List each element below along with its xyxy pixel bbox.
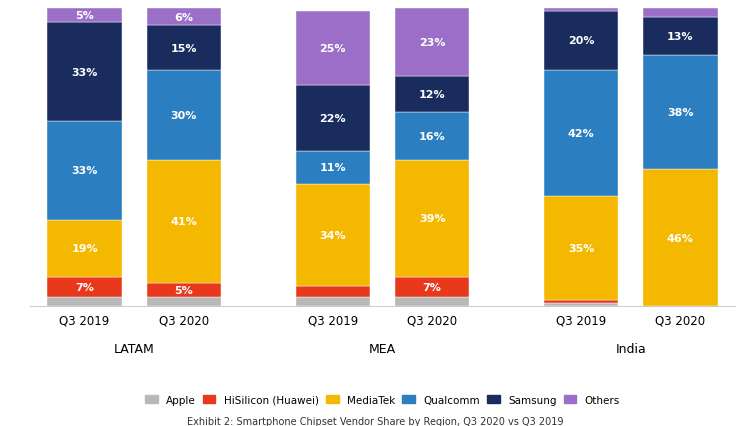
Bar: [395, 298, 470, 307]
Bar: [544, 71, 618, 196]
Bar: [47, 220, 122, 277]
Bar: [644, 17, 718, 56]
Text: 39%: 39%: [419, 214, 446, 224]
Bar: [47, 277, 122, 298]
Bar: [296, 86, 370, 152]
Bar: [544, 304, 618, 307]
Bar: [296, 152, 370, 184]
Text: 33%: 33%: [71, 166, 98, 176]
Bar: [395, 277, 470, 298]
Text: 5%: 5%: [175, 285, 194, 295]
Bar: [47, 298, 122, 307]
Bar: [544, 301, 618, 304]
Text: 38%: 38%: [668, 108, 694, 118]
Text: MEA: MEA: [369, 343, 396, 355]
Bar: [147, 71, 221, 161]
Bar: [47, 122, 122, 220]
Text: 13%: 13%: [668, 32, 694, 42]
Text: 20%: 20%: [568, 36, 594, 46]
Text: India: India: [615, 343, 646, 355]
Bar: [296, 286, 370, 298]
Text: 41%: 41%: [170, 217, 197, 227]
Bar: [47, 9, 122, 23]
Text: 5%: 5%: [75, 11, 94, 21]
Legend: Apple, HiSilicon (Huawei), MediaTek, Qualcomm, Samsung, Others: Apple, HiSilicon (Huawei), MediaTek, Qua…: [141, 391, 624, 409]
Bar: [644, 56, 718, 170]
Bar: [296, 12, 370, 86]
Text: 19%: 19%: [71, 244, 98, 253]
Bar: [395, 113, 470, 161]
Text: 16%: 16%: [419, 132, 446, 142]
Text: 15%: 15%: [171, 44, 197, 54]
Bar: [544, 12, 618, 71]
Bar: [147, 161, 221, 283]
Text: 7%: 7%: [75, 282, 94, 292]
Bar: [147, 298, 221, 307]
Bar: [644, 9, 718, 17]
Text: 34%: 34%: [320, 230, 346, 240]
Bar: [147, 283, 221, 298]
Text: 7%: 7%: [423, 282, 442, 292]
Bar: [296, 298, 370, 307]
Text: 6%: 6%: [175, 12, 194, 23]
Text: 46%: 46%: [667, 233, 694, 243]
Text: 25%: 25%: [320, 44, 346, 54]
Text: 30%: 30%: [171, 111, 197, 121]
Text: 42%: 42%: [568, 129, 595, 139]
Bar: [644, 170, 718, 307]
Text: 35%: 35%: [568, 244, 594, 253]
Text: Exhibit 2: Smartphone Chipset Vendor Share by Region, Q3 2020 vs Q3 2019: Exhibit 2: Smartphone Chipset Vendor Sha…: [187, 416, 563, 426]
Text: 22%: 22%: [320, 114, 346, 124]
Text: 12%: 12%: [419, 90, 446, 100]
Text: 23%: 23%: [419, 38, 446, 48]
Bar: [47, 23, 122, 122]
Bar: [544, 196, 618, 301]
Bar: [395, 161, 470, 277]
Bar: [147, 9, 221, 26]
Bar: [147, 26, 221, 71]
Bar: [395, 77, 470, 113]
Text: 11%: 11%: [320, 163, 346, 173]
Text: 33%: 33%: [71, 68, 98, 78]
Bar: [544, 9, 618, 12]
Text: LATAM: LATAM: [114, 343, 154, 355]
Bar: [296, 184, 370, 286]
Bar: [395, 9, 470, 77]
